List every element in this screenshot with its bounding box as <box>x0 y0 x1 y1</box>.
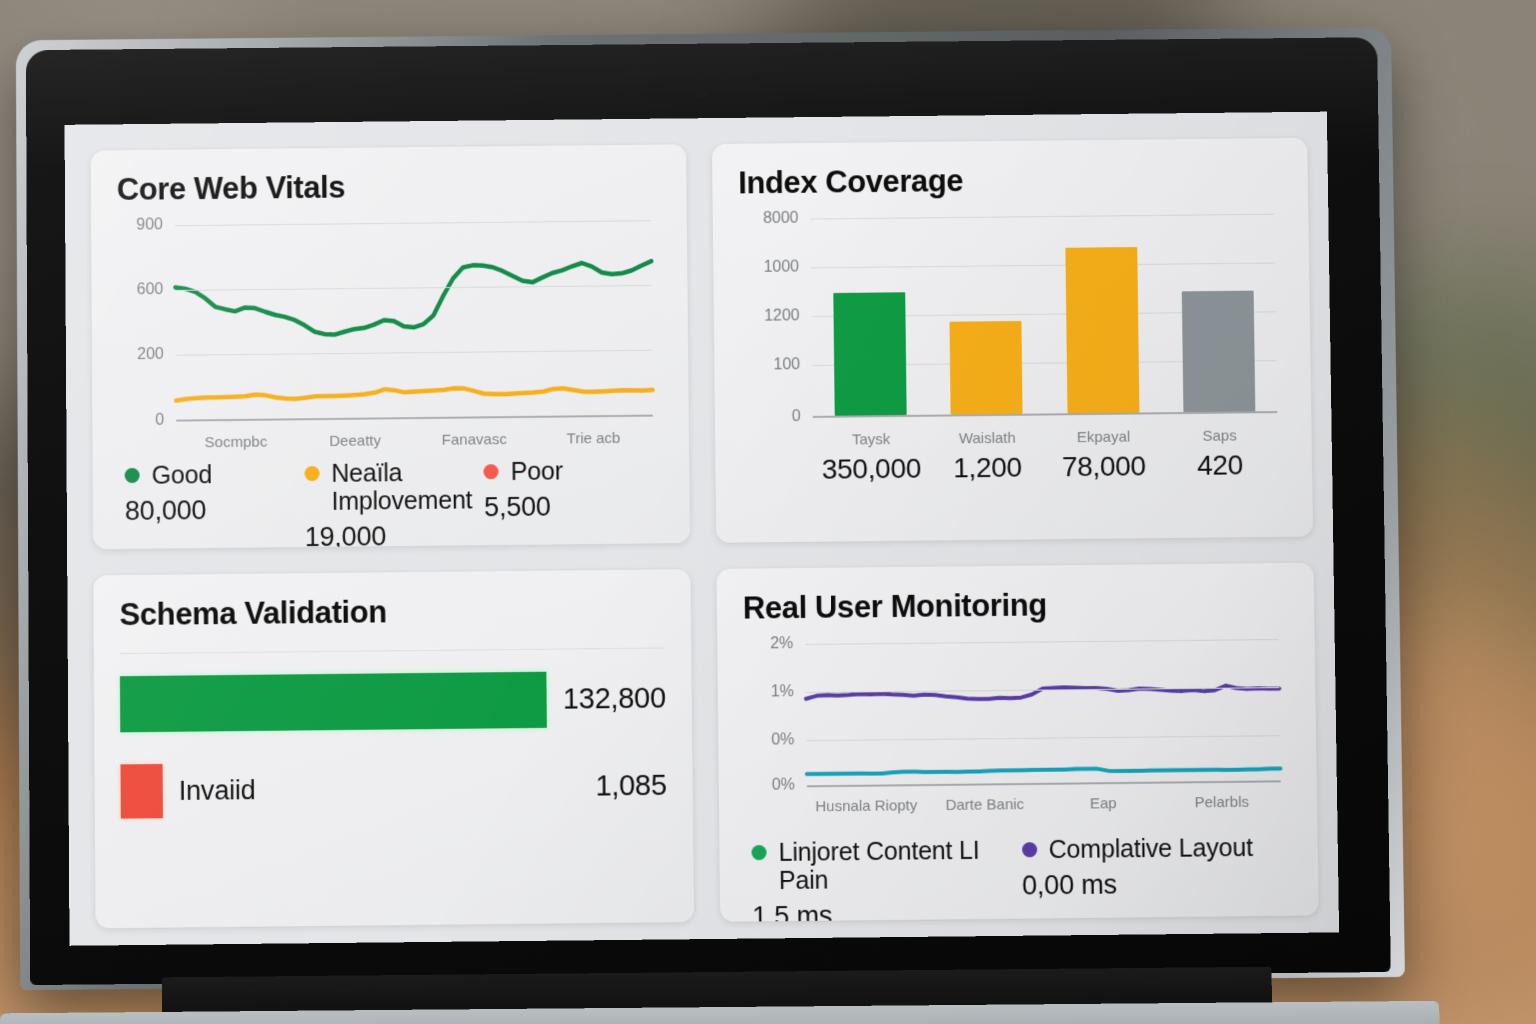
schema-row-invalid[interactable]: Invaiid 1,085 <box>120 759 666 819</box>
legend-dot-good-icon <box>125 468 140 483</box>
real-user-monitoring-plot-lines <box>805 635 1281 790</box>
bar-value: 350,000 <box>813 453 930 486</box>
legend-dot-lcp-icon <box>751 845 766 860</box>
y-axis-tick: 0 <box>792 408 813 426</box>
real-user-monitoring-line-chart: 2% 1% 0% 0% Husnala Riopty <box>805 635 1281 790</box>
valid-value: 132,800 <box>563 682 666 716</box>
legend-value: 19,000 <box>305 520 485 549</box>
legend-label: Neaïla Implovement <box>331 458 484 516</box>
schema-row-valid[interactable]: 132,800 <box>120 670 666 732</box>
y-axis-tick: 0% <box>771 731 806 749</box>
card-schema-validation[interactable]: Schema Validation 132,800 Invaiid 1,085 <box>93 569 694 928</box>
y-axis-tick: 2% <box>770 635 805 653</box>
x-axis-labels: Taysk Waislath Ekpayal Saps <box>813 427 1278 449</box>
bar-value: 1,200 <box>929 451 1046 484</box>
dashboard: Core Web Vitals 900 600 200 0 <box>65 112 1340 946</box>
divider <box>120 647 665 654</box>
legend-item-cls[interactable]: Complative Layout 0,00 ms <box>1021 833 1292 921</box>
x-axis-tick: Fanavasc <box>415 431 534 449</box>
core-web-vitals-line-chart: 900 600 200 0 Socmpbc <box>175 216 653 425</box>
legend-label: Good <box>152 461 213 490</box>
legend-dot-needs-improvement-icon <box>304 466 319 481</box>
bar-ekpayal[interactable] <box>1065 247 1139 413</box>
laptop: Core Web Vitals 900 600 200 0 <box>10 32 1400 1024</box>
legend-dot-poor-icon <box>484 464 499 479</box>
card-index-coverage[interactable]: Index Coverage 8000 1000 1200 100 0 <box>712 138 1313 543</box>
bar-slot <box>810 213 928 416</box>
x-axis-tick: Pelarbls <box>1162 793 1281 811</box>
card-title: Schema Validation <box>119 591 665 633</box>
x-axis-tick: Trie acb <box>534 430 653 448</box>
bar-value: 420 <box>1162 449 1279 482</box>
invalid-bar[interactable] <box>120 764 162 819</box>
laptop-screen: Core Web Vitals 900 600 200 0 <box>65 112 1340 946</box>
y-axis-tick: 8000 <box>763 210 811 228</box>
bar-saps[interactable] <box>1182 290 1256 412</box>
y-axis-tick: 100 <box>773 356 812 374</box>
core-web-vitals-plot-lines <box>175 216 653 425</box>
legend-item-lcp[interactable]: Linjoret Content LI Pain 1,5 ms <box>751 836 1022 922</box>
real-user-monitoring-legend: Linjoret Content LI Pain 1,5 ms Complati… <box>745 833 1293 921</box>
invalid-label: Invaiid <box>179 775 256 807</box>
legend-value: 80,000 <box>125 494 305 527</box>
bar-value: 78,000 <box>1046 450 1163 483</box>
index-coverage-values: 350,000 1,200 78,000 420 <box>813 449 1278 486</box>
legend-item-poor[interactable]: Poor 5,500 <box>484 456 665 549</box>
x-axis-tick: Socmpbc <box>176 433 295 451</box>
scene-photo: Core Web Vitals 900 600 200 0 <box>0 0 1536 1024</box>
bar-slot <box>1158 210 1277 413</box>
y-axis-tick: 200 <box>137 346 176 364</box>
card-core-web-vitals[interactable]: Core Web Vitals 900 600 200 0 <box>91 144 691 549</box>
y-axis-tick: 1% <box>771 683 806 701</box>
legend-label: Complative Layout <box>1048 834 1252 864</box>
x-axis-tick: Deeatty <box>296 432 415 450</box>
x-axis-tick: Husnala Riopty <box>807 797 926 815</box>
legend-value: 0,00 ms <box>1022 868 1293 902</box>
x-axis-labels: Socmpbc Deeatty Fanavasc Trie acb <box>176 430 653 452</box>
legend-item-needs-improvement[interactable]: Neaïla Implovement 19,000 <box>304 458 484 549</box>
index-coverage-bar-chart: 8000 1000 1200 100 0 <box>810 210 1277 424</box>
legend-item-good[interactable]: Good 80,000 <box>125 460 305 549</box>
y-axis-tick: 900 <box>136 216 175 234</box>
x-axis-tick: Ekpayal <box>1045 428 1161 446</box>
bar-slot <box>926 212 1045 415</box>
x-axis-tick: Darte Banic <box>926 796 1045 814</box>
webcam-icon <box>696 89 708 98</box>
legend-dot-cls-icon <box>1022 842 1037 857</box>
x-axis-tick: Waislath <box>929 429 1045 447</box>
legend-value: 5,500 <box>484 490 664 523</box>
y-axis-tick: 600 <box>137 281 176 299</box>
core-web-vitals-legend: Good 80,000 Neaïla Implovement 19,000 <box>119 456 665 549</box>
bars-group <box>810 210 1277 416</box>
x-axis-tick: Eap <box>1044 795 1163 813</box>
y-axis-tick: 1200 <box>764 307 812 325</box>
x-axis-tick: Taysk <box>813 431 929 449</box>
legend-label: Linjoret Content LI Pain <box>778 836 1022 895</box>
legend-value: 1,5 ms <box>752 899 1023 922</box>
bar-waislath[interactable] <box>950 321 1023 414</box>
y-axis-tick: 0 <box>155 412 176 430</box>
invalid-value: 1,085 <box>595 769 667 803</box>
card-title: Index Coverage <box>738 160 1282 201</box>
card-title: Core Web Vitals <box>117 166 661 207</box>
y-axis-tick: 1000 <box>763 258 811 276</box>
x-axis-tick: Saps <box>1161 427 1277 445</box>
valid-bar[interactable] <box>120 672 547 733</box>
card-real-user-monitoring[interactable]: Real User Monitoring 2% 1% 0% 0% <box>716 563 1318 922</box>
legend-label: Poor <box>511 457 563 486</box>
y-axis-tick: 0% <box>772 776 807 794</box>
bar-taysk[interactable] <box>833 292 906 416</box>
x-axis-labels: Husnala Riopty Darte Banic Eap Pelarbls <box>807 793 1281 815</box>
card-title: Real User Monitoring <box>743 585 1289 627</box>
bar-slot <box>1042 211 1161 414</box>
